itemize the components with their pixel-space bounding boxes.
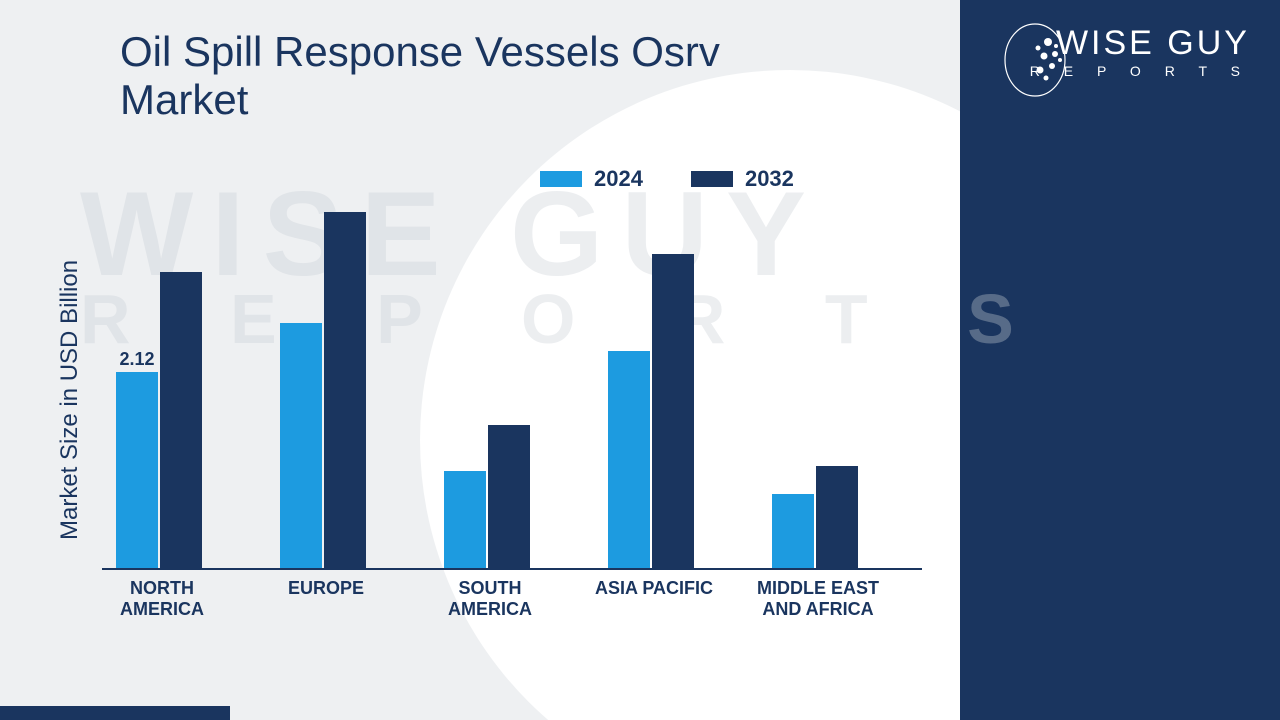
legend-label-2024: 2024 — [594, 166, 643, 192]
bar-2024 — [444, 471, 486, 568]
y-axis-label: Market Size in USD Billion — [56, 260, 84, 540]
bar-2032 — [160, 272, 202, 568]
chart-title: Oil Spill Response Vessels Osrv Market — [120, 28, 820, 125]
plot-area: NORTH AMERICA2.12EUROPESOUTH AMERICAASIA… — [102, 200, 922, 570]
bar-2024 — [608, 351, 650, 568]
legend-item-2024: 2024 — [540, 166, 643, 192]
legend-swatch-2032 — [691, 171, 733, 187]
chart-canvas: WISE GUY R E P O R T S Oil Spill Respons… — [0, 0, 1280, 720]
legend-item-2032: 2032 — [691, 166, 794, 192]
brand-line1: WISE GUY — [1030, 24, 1250, 63]
bar-value-label: 2.12 — [119, 349, 154, 370]
brand-logo: WISE GUY R E P O R T S — [1030, 24, 1250, 79]
legend-swatch-2024 — [540, 171, 582, 187]
category-label: ASIA PACIFIC — [584, 570, 724, 599]
bar-2024 — [116, 372, 158, 568]
category-label: MIDDLE EAST AND AFRICA — [748, 570, 888, 619]
bar-2024 — [772, 494, 814, 568]
legend-label-2032: 2032 — [745, 166, 794, 192]
category-label: EUROPE — [256, 570, 396, 599]
brand-line2: R E P O R T S — [1030, 63, 1250, 79]
category-label: SOUTH AMERICA — [420, 570, 560, 619]
footer-accent-bar — [0, 706, 230, 720]
bar-2032 — [488, 425, 530, 568]
bar-2032 — [652, 254, 694, 569]
right-panel — [960, 0, 1280, 720]
bar-2024 — [280, 323, 322, 568]
category-label: NORTH AMERICA — [92, 570, 232, 619]
bar-2032 — [324, 212, 366, 568]
legend: 2024 2032 — [540, 166, 794, 192]
bar-2032 — [816, 466, 858, 568]
